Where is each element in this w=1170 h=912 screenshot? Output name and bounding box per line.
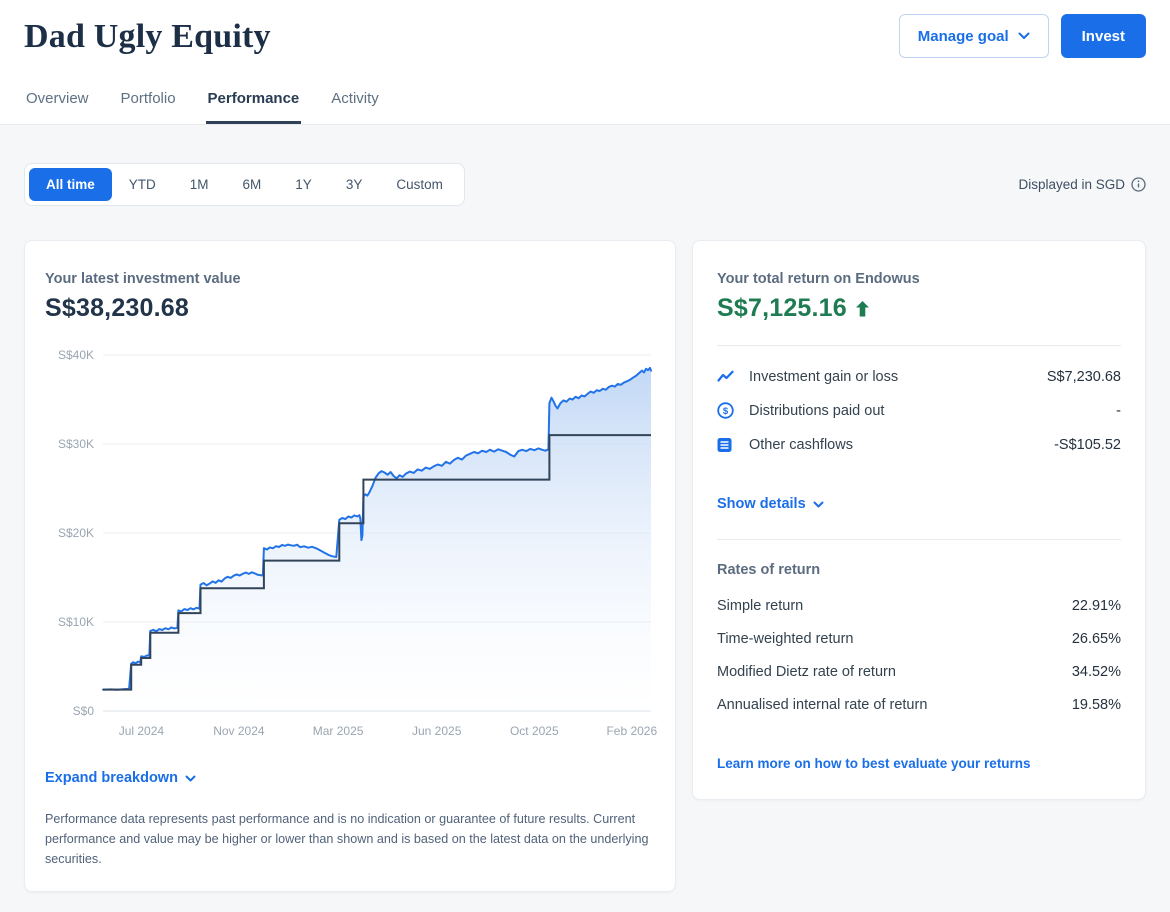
currency-display-label: Displayed in SGD [1018,177,1125,192]
currency-display: Displayed in SGD [1018,177,1146,192]
return-row-gain: Investment gain or loss S$7,230.68 [717,368,1121,385]
manage-goal-button[interactable]: Manage goal [898,14,1049,58]
rate-row-simple: Simple return 22.91% [717,598,1121,614]
trend-line-icon [717,368,734,385]
rate-row-modified-dietz: Modified Dietz rate of return 34.52% [717,664,1121,680]
total-return-label: Your total return on Endowus [717,271,920,287]
range-ytd[interactable]: YTD [112,168,173,201]
net-investment-step-line [103,434,651,691]
total-return-amount: S$7,125.16 [717,294,847,322]
range-3y[interactable]: 3Y [329,168,380,201]
svg-text:$: $ [723,406,729,417]
chevron-down-icon [1018,32,1030,40]
chevron-down-icon [813,501,824,508]
manage-goal-label: Manage goal [917,27,1009,45]
rate-label: Annualised internal rate of return [717,697,928,713]
info-icon[interactable] [1131,177,1146,192]
performance-chart[interactable]: S$40K S$30K S$20K S$10K S$0 Jul 2024 Nov 2024 M… [45,343,658,745]
return-row-label: Investment gain or loss [749,368,899,385]
return-row-cashflows: Other cashflows -S$105.52 [717,436,1121,453]
value-line [102,366,652,691]
expand-breakdown-link[interactable]: Expand breakdown [45,770,196,786]
dollar-circle-icon: $ [717,402,734,419]
rate-row-time-weighted: Time-weighted return 26.65% [717,631,1121,647]
range-6m[interactable]: 6M [226,168,279,201]
range-1y[interactable]: 1Y [278,168,329,201]
return-row-distributions: $ Distributions paid out - [717,402,1121,419]
svg-text:Mar 2025: Mar 2025 [313,724,364,738]
page-title: Dad Ugly Equity [24,18,271,55]
rate-value: 34.52% [1071,664,1121,680]
invest-button[interactable]: Invest [1060,14,1146,58]
tab-overview[interactable]: Overview [26,90,89,107]
svg-text:Jun 2025: Jun 2025 [412,724,462,738]
rate-value: 26.65% [1071,631,1121,647]
svg-text:S$20K: S$20K [58,526,94,540]
investment-value-amount: S$38,230.68 [45,294,189,322]
investment-value-label: Your latest investment value [45,271,241,287]
return-row-value: -S$105.52 [1054,436,1121,453]
value-area [103,367,651,711]
document-icon [717,436,734,453]
svg-text:S$40K: S$40K [58,348,94,362]
range-custom[interactable]: Custom [379,168,460,201]
arrow-up-icon [855,300,870,317]
time-range-selector: All time YTD 1M 6M 1Y 3Y Custom [24,163,465,206]
rate-label: Time-weighted return [717,631,854,647]
page-header: Dad Ugly Equity Manage goal Invest Overv… [0,0,1170,125]
rates-of-return-heading: Rates of return [717,562,821,578]
svg-text:Jul 2024: Jul 2024 [119,724,165,738]
show-details-link[interactable]: Show details [717,496,824,512]
return-row-label: Distributions paid out [749,402,885,419]
svg-text:Nov 2024: Nov 2024 [213,724,265,738]
svg-text:S$0: S$0 [73,704,95,718]
range-1m[interactable]: 1M [173,168,226,201]
show-details-label: Show details [717,496,806,512]
tab-activity[interactable]: Activity [331,90,379,107]
range-all-time[interactable]: All time [29,168,112,201]
svg-text:S$10K: S$10K [58,615,94,629]
svg-text:Oct 2025: Oct 2025 [510,724,559,738]
svg-text:S$30K: S$30K [58,437,94,451]
rate-row-annualised-irr: Annualised internal rate of return 19.58… [717,697,1121,713]
learn-more-link[interactable]: Learn more on how to best evaluate your … [717,756,1031,771]
svg-text:Feb 2026: Feb 2026 [606,724,657,738]
filter-row: All time YTD 1M 6M 1Y 3Y Custom Displaye… [24,163,1146,206]
tab-performance[interactable]: Performance [205,84,302,124]
return-row-label: Other cashflows [749,436,853,453]
tab-portfolio[interactable]: Portfolio [120,90,176,107]
rate-value: 19.58% [1071,697,1121,713]
rate-label: Simple return [717,598,804,614]
expand-breakdown-label: Expand breakdown [45,770,178,786]
total-return-card: Your total return on Endowus S$7,125.16 … [692,240,1146,800]
chart-x-axis: Jul 2024 Nov 2024 Mar 2025 Jun 2025 Oct 2025… [119,724,658,738]
rate-label: Modified Dietz rate of return [717,664,896,680]
return-row-value: - [1116,402,1121,419]
header-actions: Manage goal Invest [898,14,1146,58]
performance-disclaimer: Performance data represents past perform… [45,812,649,867]
performance-content: All time YTD 1M 6M 1Y 3Y Custom Displaye… [0,125,1170,912]
investment-value-card: Your latest investment value S$38,230.68… [24,240,676,893]
rate-value: 22.91% [1071,598,1121,614]
return-row-value: S$7,230.68 [1046,368,1121,385]
chevron-down-icon [185,775,196,782]
tab-bar: Overview Portfolio Performance Activity [24,84,1146,124]
